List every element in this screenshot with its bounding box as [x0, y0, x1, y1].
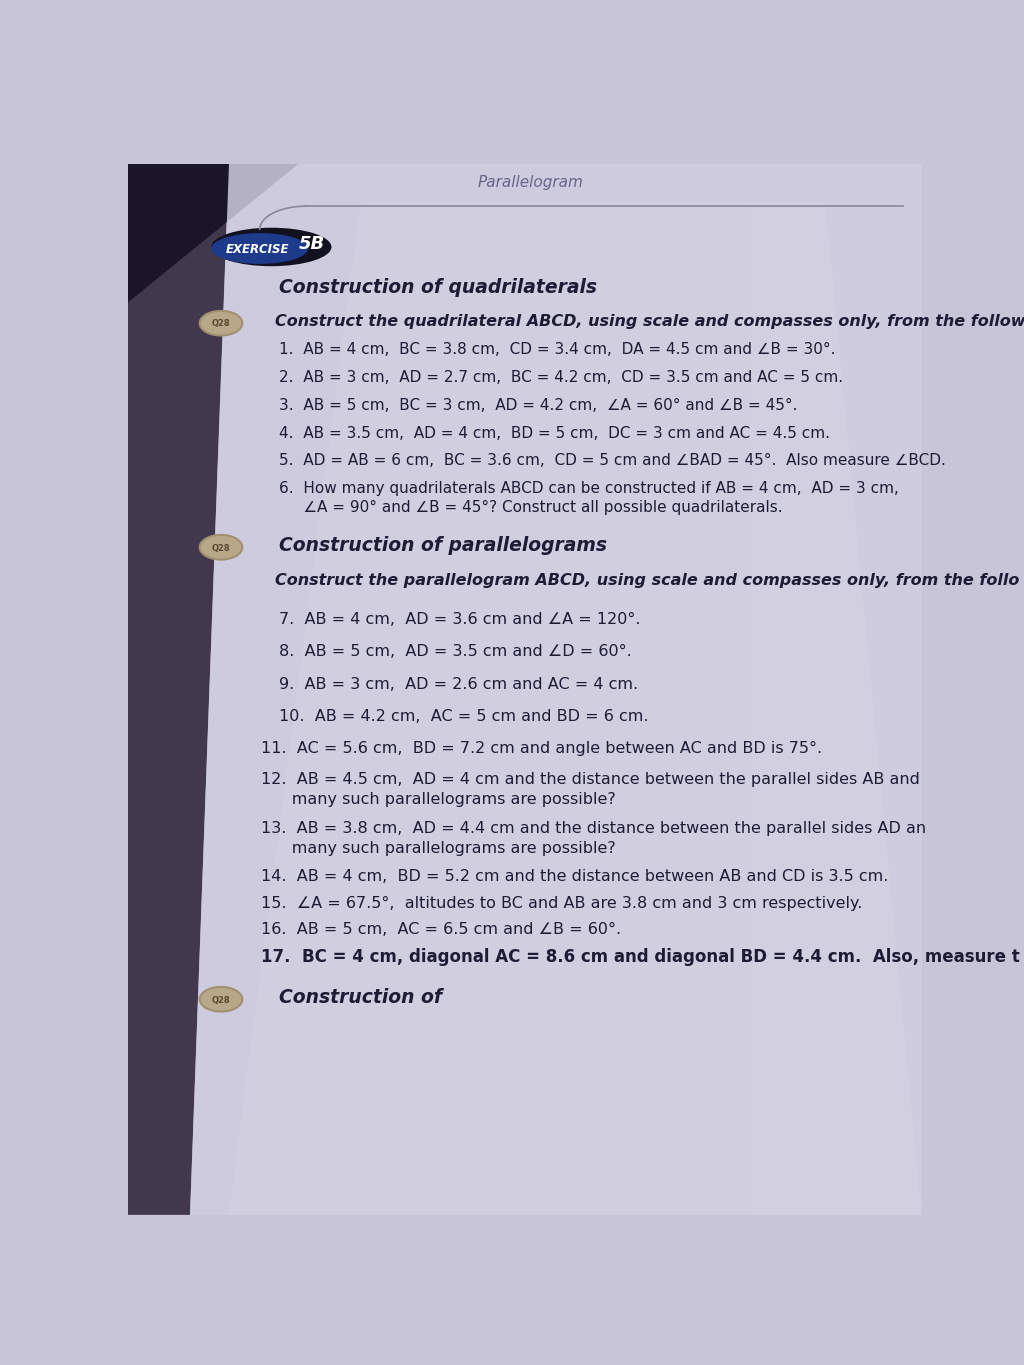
- Text: Construct the quadrilateral ABCD, using scale and compasses only, from the follo: Construct the quadrilateral ABCD, using …: [275, 314, 1024, 329]
- Text: Construct the parallelogram ABCD, using scale and compasses only, from the follo: Construct the parallelogram ABCD, using …: [275, 573, 1020, 588]
- Text: many such parallelograms are possible?: many such parallelograms are possible?: [261, 792, 616, 807]
- Polygon shape: [748, 164, 922, 1215]
- Polygon shape: [128, 164, 922, 1215]
- Text: Q28: Q28: [212, 543, 230, 553]
- Polygon shape: [128, 164, 228, 1215]
- Ellipse shape: [200, 987, 243, 1011]
- Text: 11.  AC = 5.6 cm,  BD = 7.2 cm and angle between AC and BD is 75°.: 11. AC = 5.6 cm, BD = 7.2 cm and angle b…: [261, 741, 822, 756]
- Text: 16.  AB = 5 cm,  AC = 6.5 cm and ∠B = 60°.: 16. AB = 5 cm, AC = 6.5 cm and ∠B = 60°.: [261, 923, 622, 938]
- Text: 5B: 5B: [299, 235, 325, 253]
- Ellipse shape: [200, 311, 243, 336]
- Text: Parallelogram: Parallelogram: [478, 175, 584, 190]
- Ellipse shape: [200, 535, 243, 560]
- Text: 6.  How many quadrilaterals ABCD can be constructed if AB = 4 cm,  AD = 3 cm,: 6. How many quadrilaterals ABCD can be c…: [280, 480, 899, 495]
- Ellipse shape: [211, 228, 332, 266]
- Text: many such parallelograms are possible?: many such parallelograms are possible?: [261, 841, 616, 856]
- Ellipse shape: [211, 233, 308, 263]
- Text: Q28: Q28: [212, 319, 230, 329]
- Text: 14.  AB = 4 cm,  BD = 5.2 cm and the distance between AB and CD is 3.5 cm.: 14. AB = 4 cm, BD = 5.2 cm and the dista…: [261, 870, 889, 885]
- Text: 9.  AB = 3 cm,  AD = 2.6 cm and AC = 4 cm.: 9. AB = 3 cm, AD = 2.6 cm and AC = 4 cm.: [280, 677, 638, 692]
- Text: 2.  AB = 3 cm,  AD = 2.7 cm,  BC = 4.2 cm,  CD = 3.5 cm and AC = 5 cm.: 2. AB = 3 cm, AD = 2.7 cm, BC = 4.2 cm, …: [280, 370, 843, 385]
- Text: 13.  AB = 3.8 cm,  AD = 4.4 cm and the distance between the parallel sides AD an: 13. AB = 3.8 cm, AD = 4.4 cm and the dis…: [261, 822, 927, 837]
- Text: 15.  ∠A = 67.5°,  altitudes to BC and AB are 3.8 cm and 3 cm respectively.: 15. ∠A = 67.5°, altitudes to BC and AB a…: [261, 895, 862, 910]
- Text: 17.  BC = 4 cm, diagonal AC = 8.6 cm and diagonal BD = 4.4 cm.  Also, measure t: 17. BC = 4 cm, diagonal AC = 8.6 cm and …: [261, 949, 1020, 966]
- Text: Construction of quadrilaterals: Construction of quadrilaterals: [280, 277, 597, 296]
- Text: EXERCISE: EXERCISE: [225, 243, 289, 255]
- Polygon shape: [228, 202, 922, 1215]
- Text: ∠A = 90° and ∠B = 45°? Construct all possible quadrilaterals.: ∠A = 90° and ∠B = 45°? Construct all pos…: [280, 500, 782, 515]
- Text: 7.  AB = 4 cm,  AD = 3.6 cm and ∠A = 120°.: 7. AB = 4 cm, AD = 3.6 cm and ∠A = 120°.: [280, 612, 641, 627]
- Text: 5.  AD = AB = 6 cm,  BC = 3.6 cm,  CD = 5 cm and ∠BAD = 45°.  Also measure ∠BCD.: 5. AD = AB = 6 cm, BC = 3.6 cm, CD = 5 c…: [280, 453, 946, 468]
- Polygon shape: [128, 164, 299, 303]
- Text: 12.  AB = 4.5 cm,  AD = 4 cm and the distance between the parallel sides AB and: 12. AB = 4.5 cm, AD = 4 cm and the dista…: [261, 773, 921, 788]
- Text: 8.  AB = 5 cm,  AD = 3.5 cm and ∠D = 60°.: 8. AB = 5 cm, AD = 3.5 cm and ∠D = 60°.: [280, 644, 632, 659]
- Text: 3.  AB = 5 cm,  BC = 3 cm,  AD = 4.2 cm,  ∠A = 60° and ∠B = 45°.: 3. AB = 5 cm, BC = 3 cm, AD = 4.2 cm, ∠A…: [280, 397, 798, 412]
- Text: 4.  AB = 3.5 cm,  AD = 4 cm,  BD = 5 cm,  DC = 3 cm and AC = 4.5 cm.: 4. AB = 3.5 cm, AD = 4 cm, BD = 5 cm, DC…: [280, 426, 830, 441]
- Text: 1.  AB = 4 cm,  BC = 3.8 cm,  CD = 3.4 cm,  DA = 4.5 cm and ∠B = 30°.: 1. AB = 4 cm, BC = 3.8 cm, CD = 3.4 cm, …: [280, 343, 836, 358]
- Text: Construction of parallelograms: Construction of parallelograms: [280, 536, 607, 556]
- Text: 10.  AB = 4.2 cm,  AC = 5 cm and BD = 6 cm.: 10. AB = 4.2 cm, AC = 5 cm and BD = 6 cm…: [280, 708, 648, 723]
- Text: Construction of: Construction of: [280, 988, 442, 1007]
- Text: Q28: Q28: [212, 995, 230, 1005]
- Polygon shape: [190, 164, 922, 1215]
